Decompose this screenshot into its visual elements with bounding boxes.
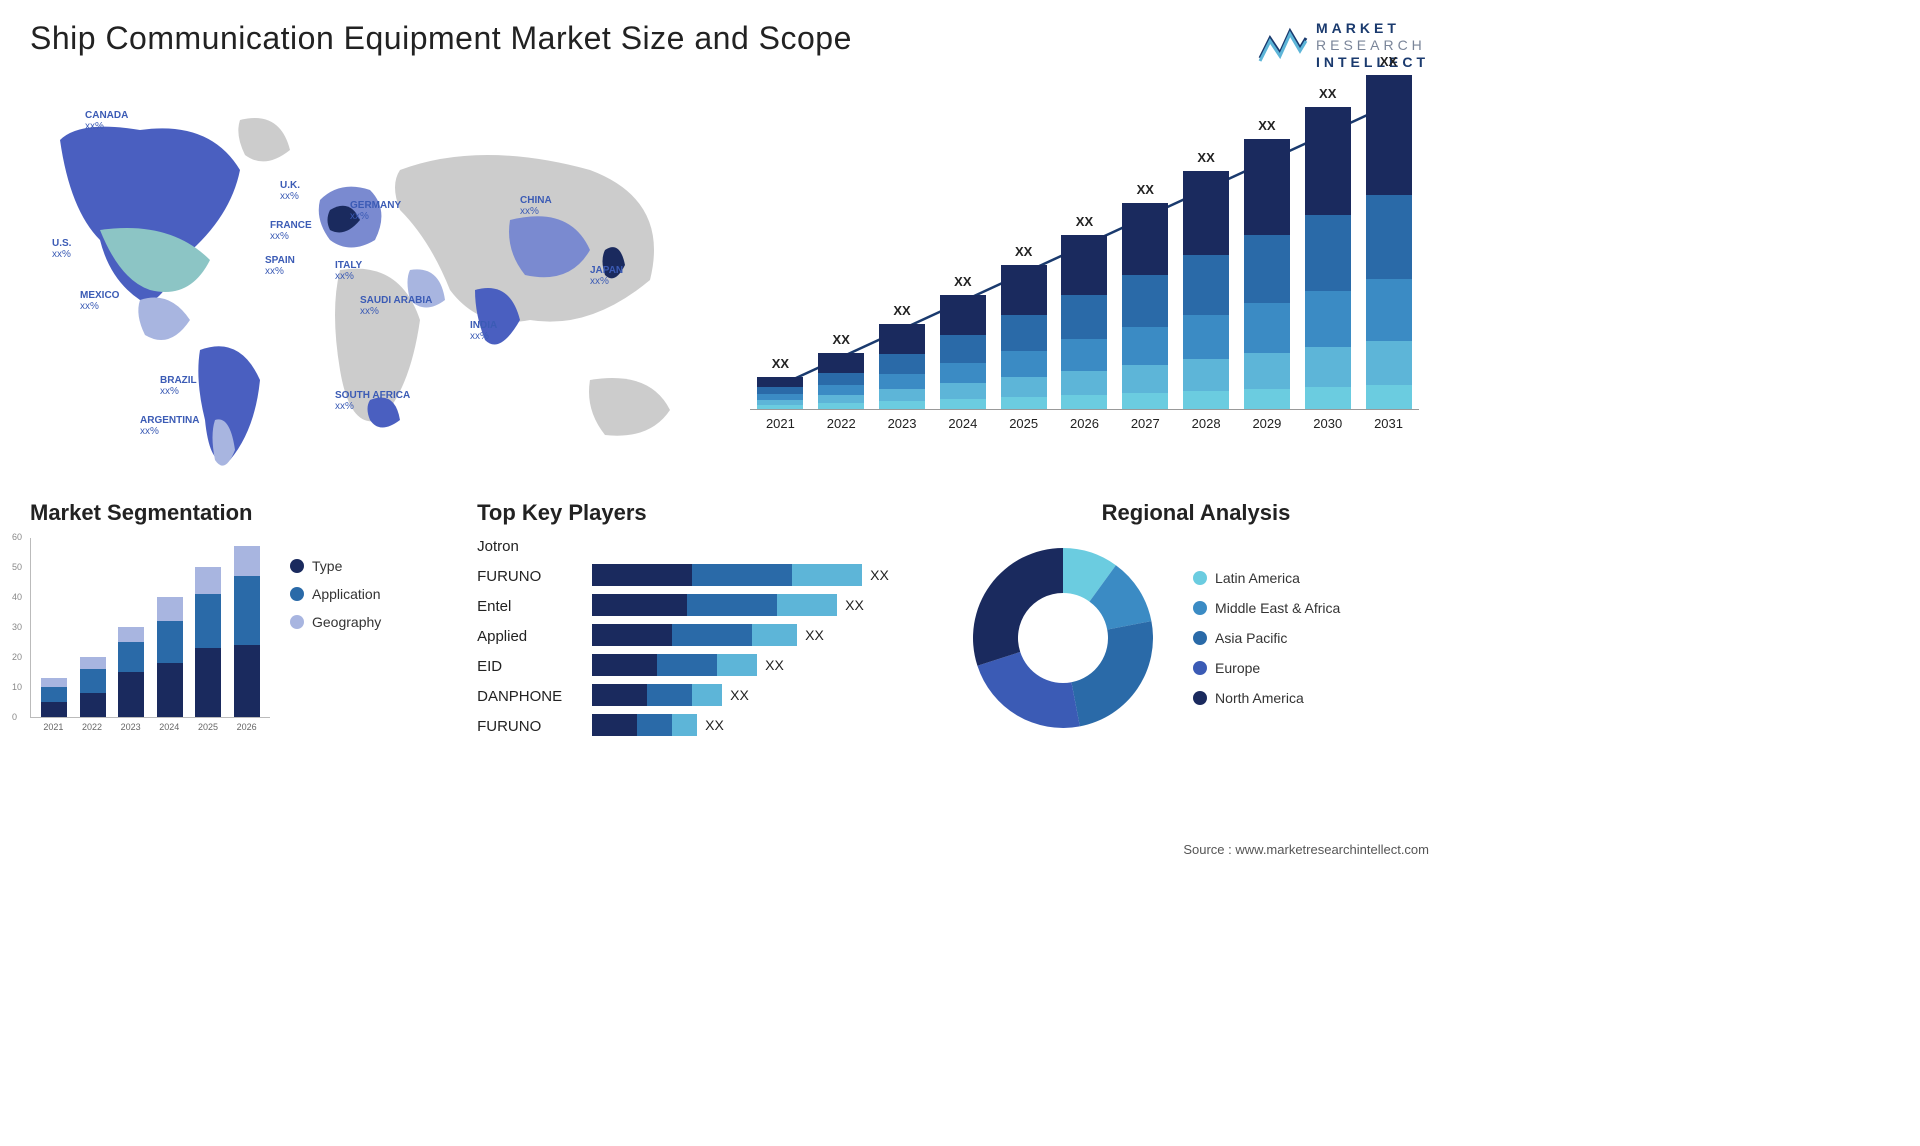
map-label: MEXICOxx% xyxy=(80,290,119,312)
map-label: CANADAxx% xyxy=(85,110,128,132)
growth-bar: XX xyxy=(938,295,988,409)
main-row: CANADAxx% U.S.xx% MEXICOxx% BRAZILxx% ARGENT… xyxy=(30,80,1429,480)
player-name: FURUNO xyxy=(477,568,577,590)
growth-year-label: 2024 xyxy=(948,416,977,431)
growth-bar: XX xyxy=(755,377,805,409)
map-label: SOUTH AFRICAxx% xyxy=(335,390,410,412)
seg-bar xyxy=(79,657,107,717)
player-bar-row: XX xyxy=(592,654,943,676)
donut-chart xyxy=(963,538,1163,738)
growth-bar: XX xyxy=(1059,235,1109,409)
segmentation-legend: Type Application Geography xyxy=(290,538,381,748)
growth-year-label: 2023 xyxy=(888,416,917,431)
legend-item: Application xyxy=(290,586,381,602)
growth-year-label: 2030 xyxy=(1313,416,1342,431)
player-name: Entel xyxy=(477,598,577,620)
growth-bar: XX xyxy=(1120,203,1170,409)
player-name: Applied xyxy=(477,628,577,650)
legend-item: North America xyxy=(1193,690,1340,706)
growth-bar: XX xyxy=(1303,107,1353,409)
player-name: EID xyxy=(477,658,577,680)
map-label: U.S.xx% xyxy=(52,238,71,260)
segmentation-panel: Market Segmentation 0102030405060 202120… xyxy=(30,500,457,748)
segmentation-chart: 0102030405060 202120222023202420252026 xyxy=(30,538,270,748)
seg-bar xyxy=(233,546,261,717)
legend-item: Geography xyxy=(290,614,381,630)
map-label: SAUDI ARABIAxx% xyxy=(360,295,432,317)
player-bar-row: XX xyxy=(592,624,943,646)
growth-bar: XX xyxy=(1242,139,1292,409)
growth-bar: XX xyxy=(816,353,866,409)
player-name: Jotron xyxy=(477,538,577,560)
map-label: ITALYxx% xyxy=(335,260,362,282)
donut-legend: Latin America Middle East & Africa Asia Pa… xyxy=(1193,570,1340,706)
growth-year-label: 2026 xyxy=(1070,416,1099,431)
map-label: GERMANYxx% xyxy=(350,200,401,222)
map-label: INDIAxx% xyxy=(470,320,497,342)
player-bar-row: XX xyxy=(592,714,943,736)
player-name: DANPHONE xyxy=(477,688,577,710)
map-label: CHINAxx% xyxy=(520,195,552,217)
growth-chart: XXXXXXXXXXXXXXXXXXXXXX 20212022202320242… xyxy=(740,80,1429,480)
segmentation-title: Market Segmentation xyxy=(30,500,457,526)
growth-bar: XX xyxy=(999,265,1049,409)
player-name: FURUNO xyxy=(477,718,577,740)
growth-bar: XX xyxy=(1364,75,1414,409)
logo-text: MARKET RESEARCH INTELLECT xyxy=(1316,20,1429,70)
players-title: Top Key Players xyxy=(477,500,943,526)
world-map: CANADAxx% U.S.xx% MEXICOxx% BRAZILxx% ARGENT… xyxy=(30,80,720,480)
legend-item: Type xyxy=(290,558,381,574)
source-text: Source : www.marketresearchintellect.com xyxy=(1183,842,1429,857)
players-panel: Top Key Players Jotron FURUNO Entel Applied… xyxy=(477,500,943,748)
player-names: Jotron FURUNO Entel Applied EID DANPHONE FURUN… xyxy=(477,538,577,740)
regional-title: Regional Analysis xyxy=(963,500,1429,526)
growth-year-label: 2031 xyxy=(1374,416,1403,431)
seg-bar xyxy=(40,678,68,717)
player-bar-row: XX xyxy=(592,594,943,616)
brand-logo: MARKET RESEARCH INTELLECT xyxy=(1258,20,1429,70)
player-bars: XX XX XX XX XX XX xyxy=(592,538,943,740)
growth-year-label: 2027 xyxy=(1131,416,1160,431)
map-label: FRANCExx% xyxy=(270,220,312,242)
page-title: Ship Communication Equipment Market Size… xyxy=(30,20,852,57)
logo-icon xyxy=(1258,23,1308,68)
seg-bar xyxy=(117,627,145,717)
seg-bar xyxy=(156,597,184,717)
bottom-row: Market Segmentation 0102030405060 202120… xyxy=(30,500,1429,748)
player-bar-row: XX xyxy=(592,564,943,586)
growth-bar: XX xyxy=(1181,171,1231,409)
map-label: BRAZILxx% xyxy=(160,375,197,397)
map-label: SPAINxx% xyxy=(265,255,295,277)
legend-item: Asia Pacific xyxy=(1193,630,1340,646)
header: Ship Communication Equipment Market Size… xyxy=(30,20,1429,70)
legend-item: Europe xyxy=(1193,660,1340,676)
legend-item: Middle East & Africa xyxy=(1193,600,1340,616)
growth-bar: XX xyxy=(877,324,927,409)
regional-panel: Regional Analysis Latin America Middle Ea… xyxy=(963,500,1429,748)
growth-year-label: 2028 xyxy=(1192,416,1221,431)
seg-bar xyxy=(194,567,222,717)
growth-year-label: 2029 xyxy=(1252,416,1281,431)
growth-year-label: 2022 xyxy=(827,416,856,431)
growth-year-label: 2021 xyxy=(766,416,795,431)
map-label: U.K.xx% xyxy=(280,180,300,202)
map-label: ARGENTINAxx% xyxy=(140,415,199,437)
growth-year-label: 2025 xyxy=(1009,416,1038,431)
map-label: JAPANxx% xyxy=(590,265,623,287)
legend-item: Latin America xyxy=(1193,570,1340,586)
player-bar-row: XX xyxy=(592,684,943,706)
